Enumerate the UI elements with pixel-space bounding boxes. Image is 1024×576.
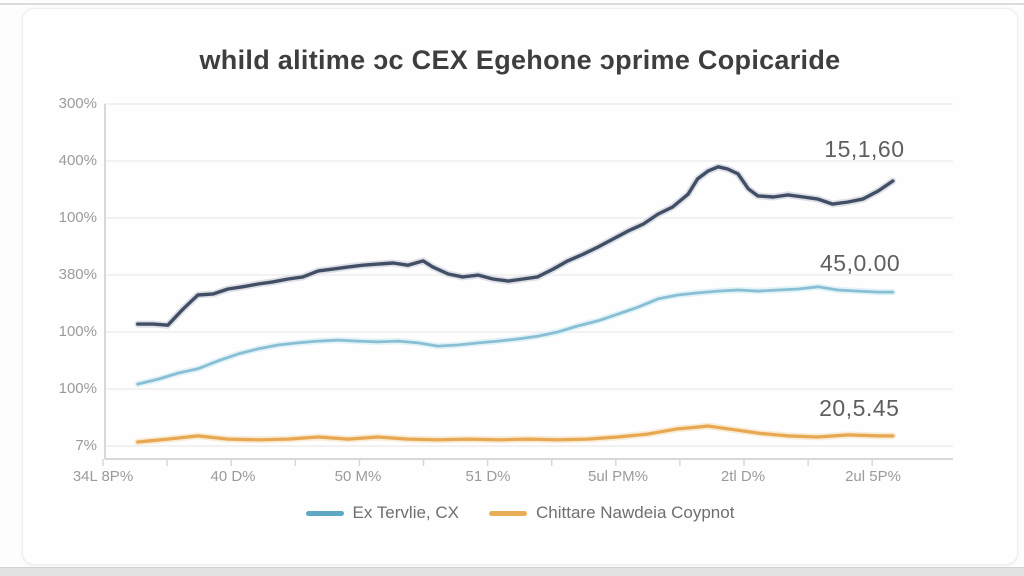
x-axis-tick-label: 2tl D% bbox=[720, 468, 766, 485]
y-axis-tick-label: 300% bbox=[58, 95, 97, 112]
x-axis-tick-label: 2ul 5P% bbox=[845, 468, 901, 485]
legend-label-orange: Chittare Nawdeia Coypnot bbox=[536, 503, 735, 522]
y-axis-tick-label: 400% bbox=[58, 152, 97, 169]
legend-item-orange: Chittare Nawdeia Coypnot bbox=[489, 503, 734, 523]
x-axis-tick-label: 50 M% bbox=[334, 468, 382, 485]
y-axis-tick-label: 380% bbox=[58, 266, 97, 283]
line-chart-svg bbox=[102, 103, 953, 466]
legend-label-blue: Ex Tervlie, CX bbox=[352, 503, 459, 522]
data-label-dark: 15,1,60 bbox=[824, 136, 905, 163]
top-border-line bbox=[0, 3, 1024, 5]
y-axis-tick-label: 7% bbox=[75, 437, 97, 454]
light-blue-line-glow bbox=[134, 283, 896, 388]
y-axis-tick-label: 100% bbox=[58, 209, 97, 226]
data-label-orange: 20,5.45 bbox=[819, 394, 900, 421]
dark-navy-line bbox=[135, 165, 895, 327]
bottom-border-strip bbox=[0, 567, 1024, 576]
orange-line bbox=[136, 424, 895, 444]
x-axis-tick-label: 5ul PM% bbox=[587, 468, 649, 485]
orange-line-swatch-icon bbox=[489, 510, 527, 516]
dark-navy-line-glow bbox=[134, 163, 897, 329]
y-axis-tick-label: 100% bbox=[58, 380, 97, 397]
y-axis-tick-label: 100% bbox=[58, 323, 97, 340]
data-label-blue: 45,0.00 bbox=[819, 250, 901, 277]
chart-title: whild alitime ɔc CEX Egehone ɔprime Copi… bbox=[199, 45, 841, 75]
x-axis-tick-label: 51 D% bbox=[465, 468, 511, 485]
chart-card: whild alitime ɔc CEX Egehone ɔprime Copi… bbox=[22, 8, 1018, 565]
chart-legend: Ex Tervlie, CX Chittare Nawdeia Coypnot bbox=[23, 503, 1017, 523]
x-axis-tick-label: 40 D% bbox=[210, 468, 256, 485]
legend-item-blue: Ex Tervlie, CX bbox=[305, 503, 459, 523]
light-blue-line bbox=[136, 285, 895, 386]
x-axis-tick-label: 34L 8P% bbox=[72, 468, 134, 485]
blue-line-swatch-icon bbox=[305, 510, 344, 516]
